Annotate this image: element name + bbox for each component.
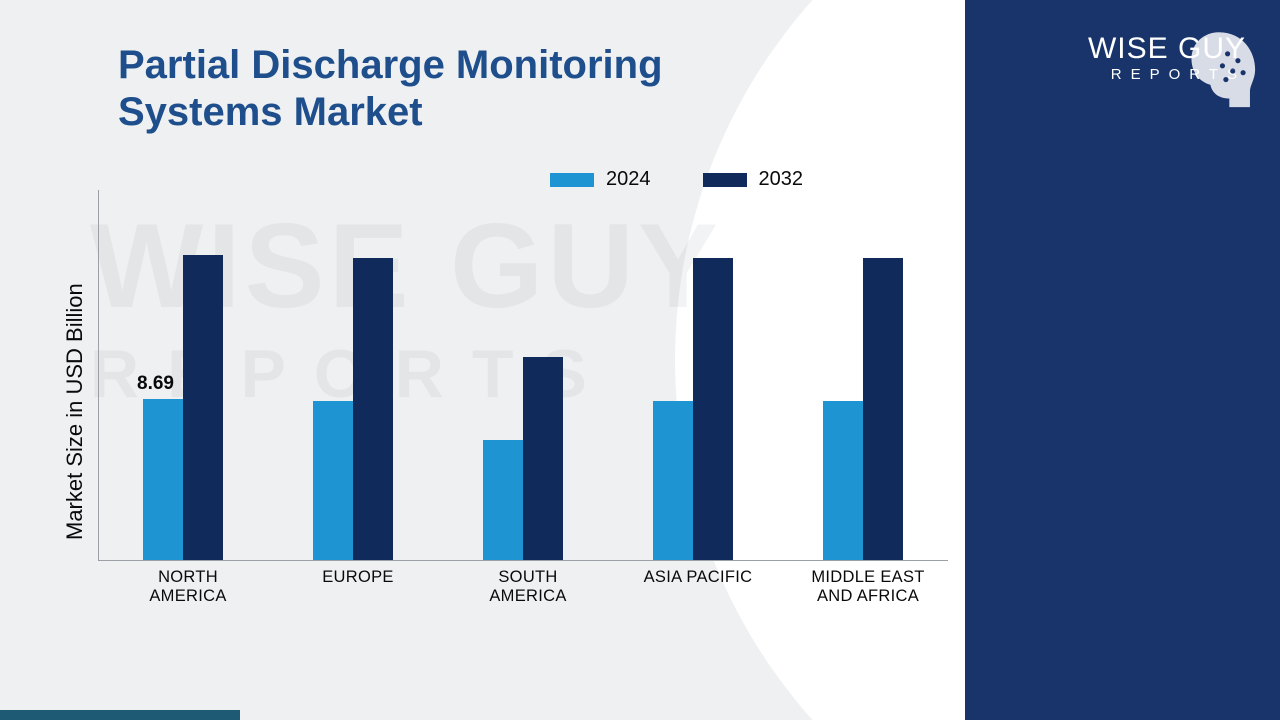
- bar-2032: [353, 258, 393, 560]
- x-axis-line: [98, 560, 948, 561]
- bar-2024: [143, 399, 183, 560]
- category-label: ASIA PACIFIC: [628, 568, 768, 587]
- legend-swatch-2024: [550, 173, 594, 187]
- bar-2024: [313, 401, 353, 560]
- bar-2024: [653, 401, 693, 560]
- legend-item-2032: 2032: [703, 168, 804, 191]
- category-label: EUROPE: [288, 568, 428, 587]
- bar-2032: [863, 258, 903, 560]
- y-axis-line: [98, 190, 99, 560]
- bar-2032: [183, 255, 223, 560]
- chart-plot-area: NORTH AMERICAEUROPESOUTH AMERICAASIA PAC…: [98, 190, 948, 560]
- footer-accent-bar: [0, 710, 240, 720]
- y-axis-label: Market Size in USD Billion: [62, 283, 88, 540]
- category-label: NORTH AMERICA: [118, 568, 258, 606]
- bar-2024: [823, 401, 863, 560]
- legend: 2024 2032: [550, 168, 803, 191]
- category-label: MIDDLE EAST AND AFRICA: [798, 568, 938, 606]
- category-label: SOUTH AMERICA: [458, 568, 598, 606]
- chart-canvas: Partial Discharge Monitoring Systems Mar…: [0, 0, 1280, 720]
- bar-2032: [693, 258, 733, 560]
- legend-item-2024: 2024: [550, 168, 651, 191]
- legend-swatch-2032: [703, 173, 747, 187]
- bar-2024: [483, 440, 523, 560]
- brand-head-icon: [1176, 28, 1262, 114]
- legend-label-2024: 2024: [606, 168, 651, 191]
- chart-title: Partial Discharge Monitoring Systems Mar…: [118, 42, 738, 136]
- bar-value-label: 8.69: [137, 373, 174, 395]
- bar-2032: [523, 357, 563, 561]
- legend-label-2032: 2032: [759, 168, 804, 191]
